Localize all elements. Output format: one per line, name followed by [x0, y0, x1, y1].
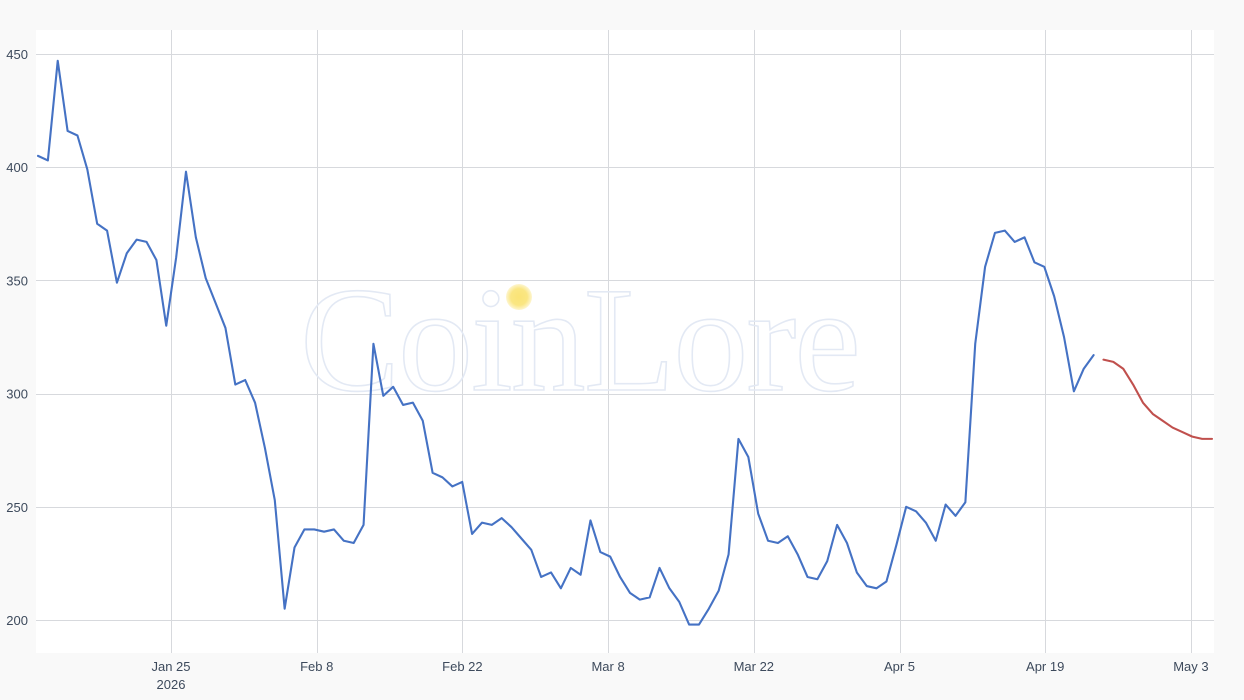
- y-tick-label: 200: [6, 613, 28, 628]
- plot-area-background: [36, 30, 1214, 653]
- forecast-price-line: [1102, 358, 1214, 440]
- y-tick-label: 400: [6, 160, 28, 175]
- y-tick-label: 450: [6, 47, 28, 62]
- horizontal-gridlines: [36, 54, 1214, 621]
- x-axis-tick-labels: Jan 25 2026 Feb 8 Feb 22 Mar 8 Mar 22 Apr 5 Apr…: [151, 659, 1208, 692]
- x-tick-label: May 3: [1173, 659, 1208, 674]
- historical-price-line: [36, 59, 1095, 626]
- x-tick-label: Feb 22: [442, 659, 482, 674]
- y-tick-label: 350: [6, 273, 28, 288]
- y-tick-label: 250: [6, 500, 28, 515]
- y-tick-label: 300: [6, 387, 28, 402]
- x-tick-label: Feb 8: [300, 659, 333, 674]
- x-tick-label: Apr 19: [1026, 659, 1064, 674]
- x-tick-sublabel: 2026: [157, 677, 186, 692]
- x-tick-label: Mar 8: [591, 659, 624, 674]
- vertical-gridlines: [171, 30, 1192, 653]
- x-tick-label: Apr 5: [884, 659, 915, 674]
- coinlore-watermark: CoinLore: [300, 257, 859, 423]
- x-tick-label: Jan 25: [151, 659, 190, 674]
- x-tick-label: Mar 22: [734, 659, 774, 674]
- y-axis-tick-labels: 450 400 350 300 250 200: [6, 47, 28, 628]
